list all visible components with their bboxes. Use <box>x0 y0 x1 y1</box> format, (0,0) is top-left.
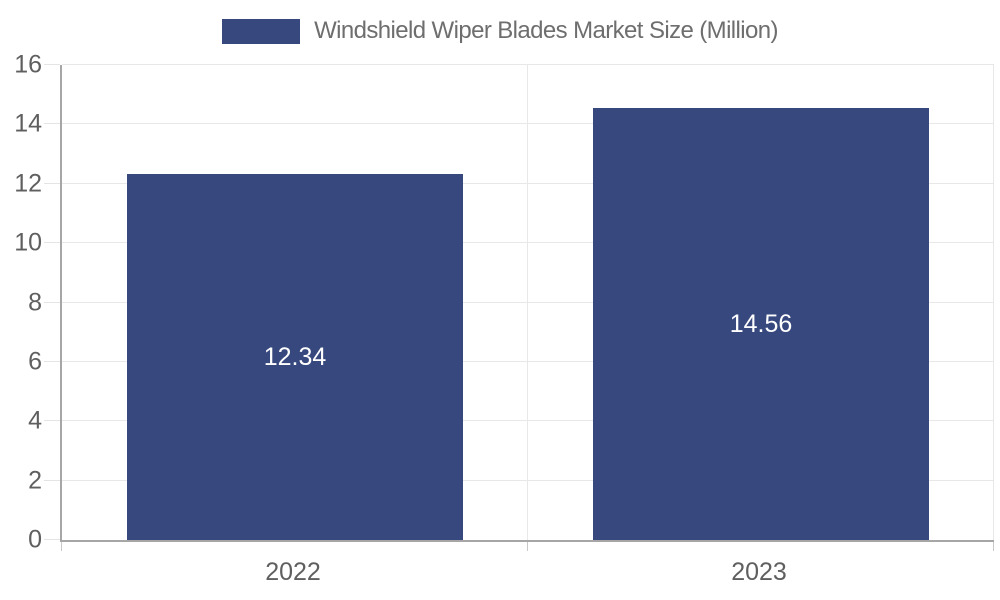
x-tick-mark-0 <box>61 542 62 551</box>
y-gridline-12 <box>62 182 994 184</box>
y-tick-mark-4 <box>44 420 60 422</box>
y-tick-label-8: 8 <box>28 288 42 316</box>
legend-swatch-icon <box>222 18 301 44</box>
category-boundary-line-2 <box>993 65 994 540</box>
y-gridline-4 <box>62 420 994 422</box>
legend-label: Windshield Wiper Blades Market Size (Mil… <box>314 17 778 44</box>
bar-2022[interactable]: 12.34 <box>127 174 463 540</box>
y-tick-label-12: 12 <box>14 169 42 198</box>
bar-value-label-2022: 12.34 <box>263 342 327 371</box>
y-tick-mark-8 <box>44 301 60 303</box>
x-tick-label-2022: 2022 <box>265 558 321 586</box>
y-tick-label-14: 14 <box>14 109 42 138</box>
bar-value-label-2023: 14.56 <box>729 309 793 338</box>
y-tick-label-6: 6 <box>28 347 42 376</box>
legend-item-market-size[interactable]: Windshield Wiper Blades Market Size (Mil… <box>222 17 779 45</box>
category-boundary-line-1 <box>527 65 528 540</box>
y-gridline-2 <box>62 479 994 481</box>
y-tick-mark-6 <box>44 360 60 362</box>
y-tick-label-2: 2 <box>28 466 42 495</box>
plot-area: 12.34 14.56 <box>44 64 994 551</box>
y-tick-label-0: 0 <box>28 525 42 554</box>
y-tick-mark-2 <box>44 479 60 481</box>
y-gridline-6 <box>62 360 994 362</box>
y-gridline-14 <box>62 123 994 125</box>
x-tick-mark-1 <box>527 542 528 551</box>
x-tick-label-2023: 2023 <box>731 558 787 586</box>
y-tick-mark-12 <box>44 182 60 184</box>
y-tick-mark-14 <box>44 123 60 125</box>
y-tick-label-4: 4 <box>28 406 42 435</box>
chart-legend: Windshield Wiper Blades Market Size (Mil… <box>0 12 1000 50</box>
y-gridline-8 <box>62 301 994 303</box>
y-tick-mark-16 <box>44 64 60 65</box>
y-tick-label-16: 16 <box>14 50 42 79</box>
y-gridline-10 <box>62 242 994 244</box>
y-tick-label-10: 10 <box>14 228 42 257</box>
y-gridline-16 <box>62 64 994 65</box>
y-tick-mark-0 <box>44 539 60 540</box>
x-tick-mark-2 <box>993 542 994 551</box>
bar-2023[interactable]: 14.56 <box>593 108 929 540</box>
y-tick-mark-10 <box>44 242 60 244</box>
